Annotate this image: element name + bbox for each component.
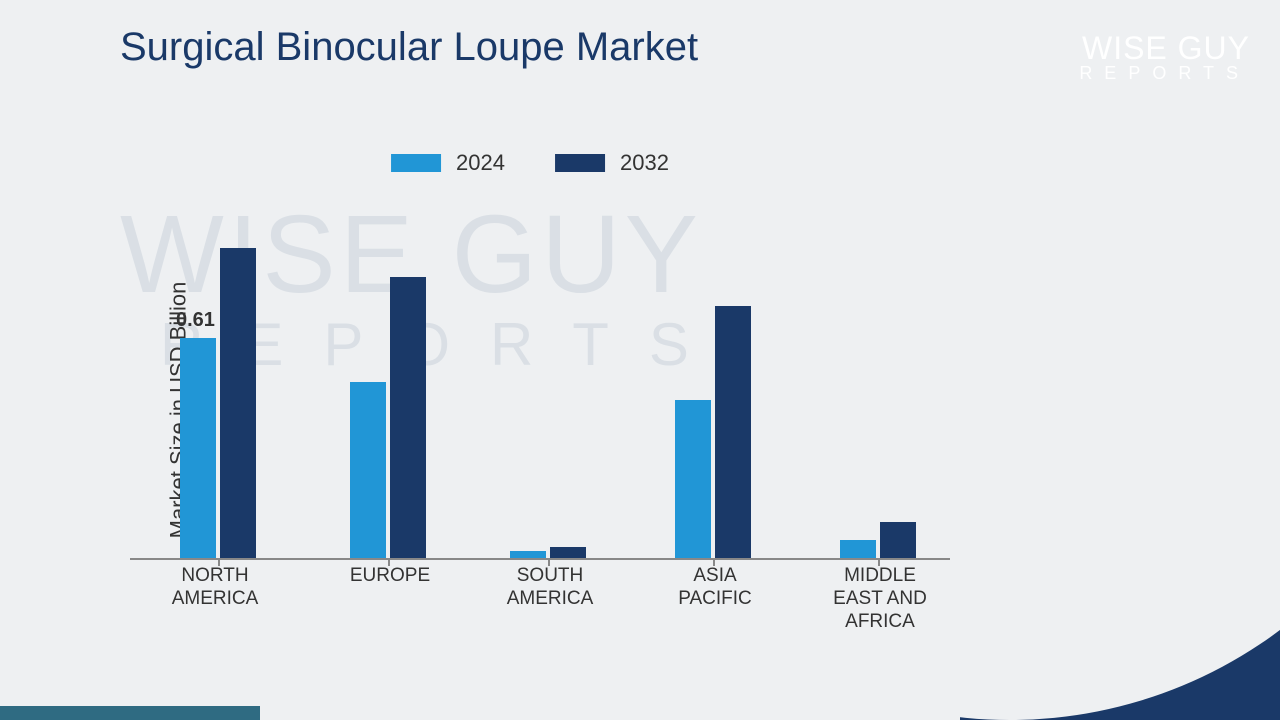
legend-item-2032: 2032 (555, 150, 669, 176)
legend-label-2024: 2024 (456, 150, 505, 176)
chart-area: Market Size in USD Billion 2024 2032 0.6… (100, 140, 960, 680)
bar-group (840, 522, 916, 558)
bar-2032 (880, 522, 916, 558)
bar-2032 (220, 248, 256, 558)
chart-title: Surgical Binocular Loupe Market (120, 25, 698, 70)
legend-label-2032: 2032 (620, 150, 669, 176)
bottom-accent-bar (0, 706, 260, 720)
bar-2032 (715, 306, 751, 558)
x-axis-label: ASIA PACIFIC (660, 565, 770, 611)
legend: 2024 2032 (391, 150, 669, 176)
bar-2024 (350, 382, 386, 558)
bar-group (350, 277, 426, 558)
legend-item-2024: 2024 (391, 150, 505, 176)
logo-sub-text: REPORTS (1079, 63, 1250, 84)
bar-2024 (180, 338, 216, 558)
bar-2024 (675, 400, 711, 558)
bar-2024 (840, 540, 876, 558)
bar-2032 (550, 547, 586, 558)
x-axis-label: NORTH AMERICA (150, 565, 280, 611)
legend-swatch-2032 (555, 154, 605, 172)
logo-main-text: WISE GUY (1079, 30, 1250, 67)
brand-logo: WISE GUY REPORTS (1079, 30, 1250, 84)
bar-2024 (510, 551, 546, 558)
bar-group: 0.61 (180, 248, 256, 558)
x-axis-label: EUROPE (345, 565, 435, 588)
bar-group (675, 306, 751, 558)
x-axis-label: MIDDLE EAST AND AFRICA (820, 565, 940, 633)
legend-swatch-2024 (391, 154, 441, 172)
plot-area: 0.61 (130, 200, 950, 560)
bar-group (510, 547, 586, 558)
x-axis-label: SOUTH AMERICA (485, 565, 615, 611)
bar-2032 (390, 277, 426, 558)
bar-value-label: 0.61 (176, 309, 215, 332)
